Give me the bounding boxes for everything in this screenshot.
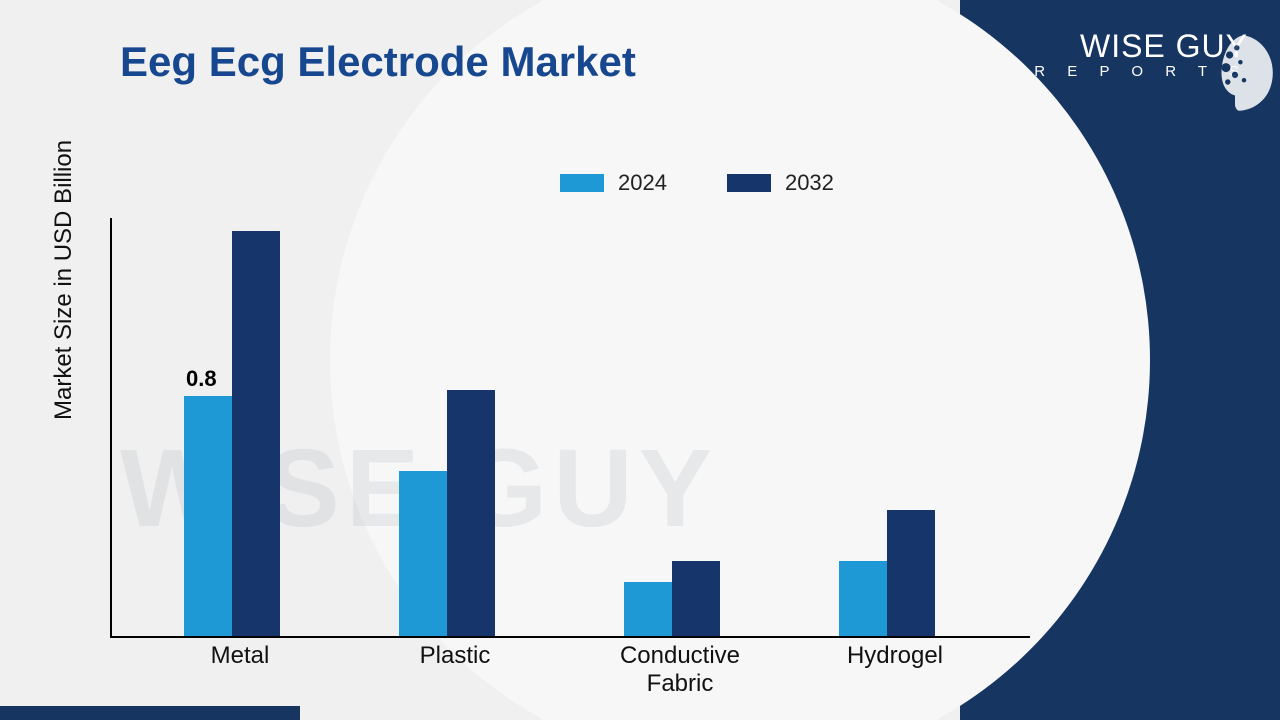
legend-item-2032: 2032 <box>727 170 834 196</box>
footer-accent-bar <box>0 706 300 720</box>
legend: 2024 2032 <box>560 170 834 196</box>
x-tick-label: Metal <box>160 642 320 670</box>
bar-2032 <box>447 390 495 636</box>
bar-2024 <box>399 471 447 636</box>
legend-swatch-2032 <box>727 174 771 192</box>
plot-area: 0.8 <box>110 218 1030 638</box>
bar-2032 <box>887 510 935 636</box>
legend-label-2024: 2024 <box>618 170 667 196</box>
chart-title: Eeg Ecg Electrode Market <box>120 38 636 86</box>
bar-2032 <box>232 231 280 636</box>
legend-item-2024: 2024 <box>560 170 667 196</box>
bar-2024 <box>624 582 672 636</box>
chart-canvas: WISE GUY R E P O R T S Eeg Ecg Electrode… <box>0 0 1280 720</box>
x-tick-label: ConductiveFabric <box>600 642 760 698</box>
brand-head-icon <box>1190 28 1280 118</box>
bar-2024 <box>839 561 887 636</box>
x-tick-label: Plastic <box>375 642 535 670</box>
x-tick-label: Hydrogel <box>815 642 975 670</box>
bar-2024 <box>184 396 232 636</box>
bar-value-label: 0.8 <box>186 366 217 392</box>
y-axis-label: Market Size in USD Billion <box>50 140 78 420</box>
bar-2032 <box>672 561 720 636</box>
legend-swatch-2024 <box>560 174 604 192</box>
legend-label-2032: 2032 <box>785 170 834 196</box>
